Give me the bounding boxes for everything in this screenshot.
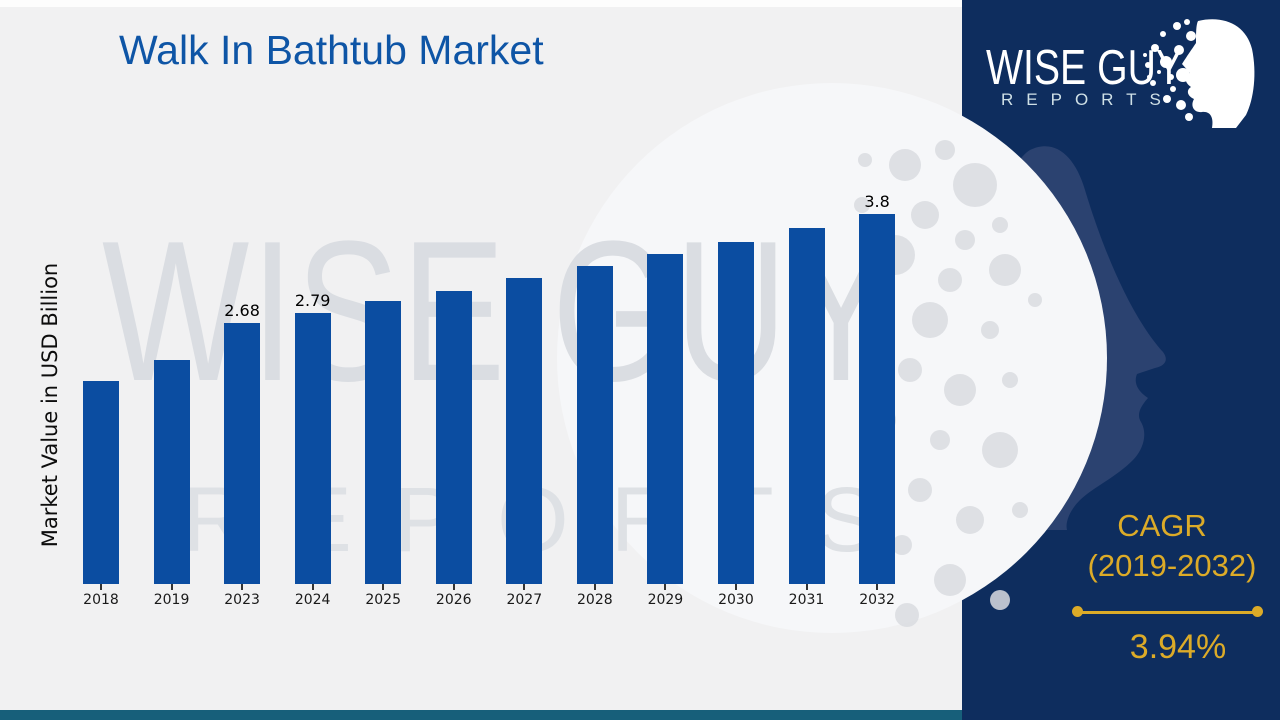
- x-axis-tick: [170, 584, 173, 590]
- y-axis-label: Market Value in USD Billion: [38, 262, 62, 548]
- bar-2029: [647, 254, 684, 584]
- bar-2024: [294, 313, 331, 584]
- bar-2028: [576, 266, 613, 584]
- x-axis-tick: [876, 584, 879, 590]
- x-tick-label-2025: 2025: [365, 592, 402, 608]
- x-tick-label-2032: 2032: [859, 592, 895, 608]
- x-axis-tick: [734, 584, 737, 590]
- x-axis-tick: [523, 584, 526, 590]
- bar-2031: [788, 228, 825, 584]
- page-title: Walk In Bathtub Market: [119, 27, 544, 73]
- logo-brand-text: WISE GUY: [986, 41, 1183, 95]
- bottom-teal-strip: [0, 710, 962, 720]
- bar-2026: [435, 291, 472, 584]
- x-tick-label-2030: 2030: [718, 592, 754, 608]
- x-axis-tick: [241, 584, 244, 590]
- cagr-value: 3.94%: [1129, 628, 1227, 666]
- top-white-strip: [0, 0, 962, 7]
- x-tick-label-2026: 2026: [435, 592, 472, 608]
- bar-2019: [153, 360, 190, 584]
- cagr-line: [1077, 611, 1258, 614]
- x-tick-label-2023: 2023: [224, 592, 260, 608]
- bar-2030: [717, 242, 754, 584]
- x-tick-label-2018: 2018: [83, 592, 119, 608]
- cagr-line-right-dot: [1252, 606, 1263, 617]
- x-axis-tick: [593, 584, 596, 590]
- bar-value-label-2032: 3.8: [864, 192, 890, 211]
- x-tick-label-2024: 2024: [294, 592, 331, 608]
- cagr-heading: CAGR: [1117, 508, 1207, 543]
- bar-value-label-2023: 2.68: [224, 301, 260, 320]
- x-tick-label-2031: 2031: [788, 592, 825, 608]
- watermark-brand-text: WISE GUY: [102, 200, 895, 423]
- bar-2023: [224, 323, 261, 584]
- x-axis-tick: [382, 584, 385, 590]
- x-tick-label-2019: 2019: [153, 592, 190, 608]
- cagr-range: (2019-2032): [1087, 548, 1257, 583]
- bar-2032: [859, 214, 896, 584]
- x-tick-label-2029: 2029: [647, 592, 684, 608]
- x-tick-label-2028: 2028: [577, 592, 613, 608]
- logo-dotted-face-icon: [1143, 19, 1255, 128]
- bar-2018: [83, 381, 119, 584]
- x-axis-tick: [805, 584, 808, 590]
- x-axis-tick: [452, 584, 455, 590]
- bar-2027: [506, 278, 543, 584]
- bar-value-label-2024: 2.79: [294, 291, 331, 310]
- x-tick-label-2027: 2027: [506, 592, 543, 608]
- x-axis-tick: [664, 584, 667, 590]
- x-axis-tick: [311, 584, 314, 590]
- bar-2025: [365, 301, 402, 584]
- logo-sub-brand-text: REPORTS: [1001, 90, 1174, 109]
- x-axis-tick: [100, 584, 102, 590]
